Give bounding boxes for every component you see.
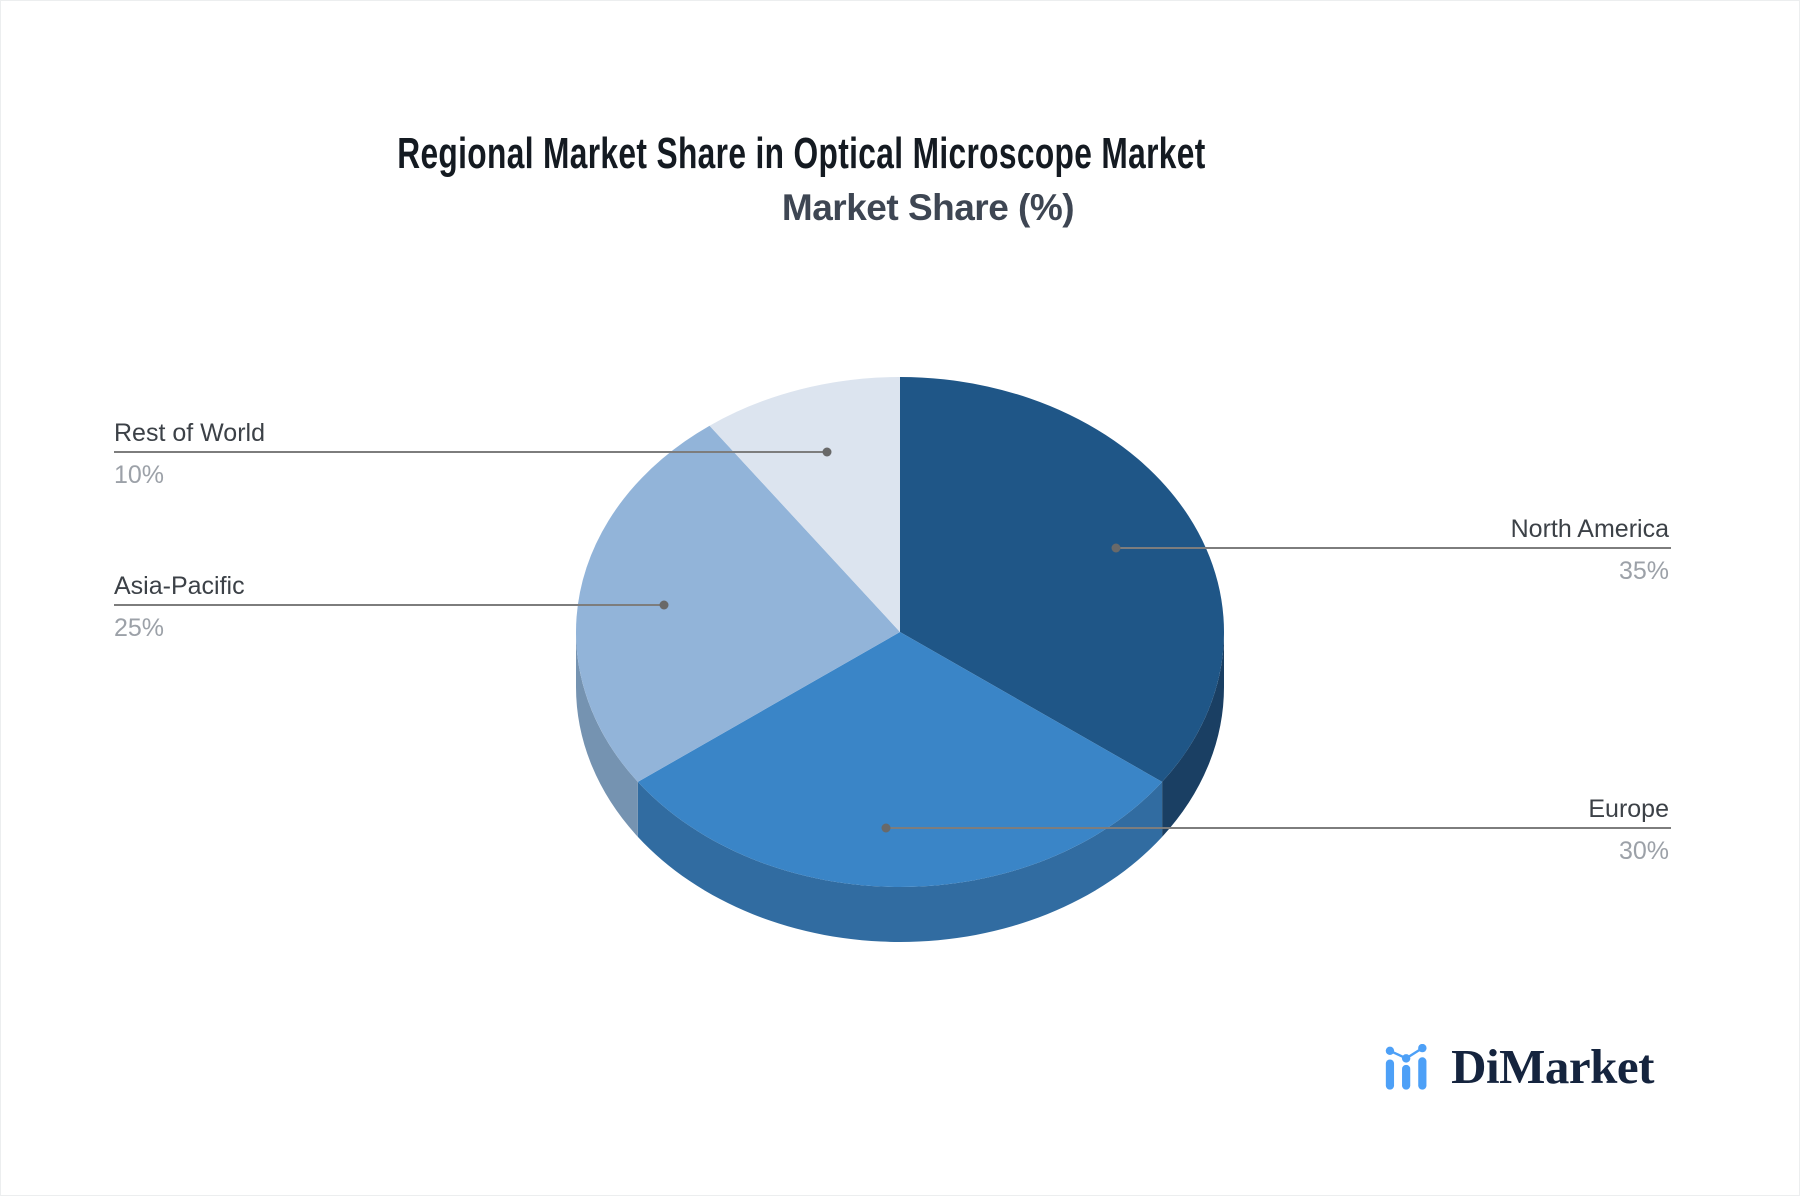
leader-dot-north-america <box>1111 543 1121 553</box>
pie-slice-side-europe <box>637 781 1163 943</box>
callout-label-asia-pacific: Asia-Pacific <box>114 572 245 600</box>
pie-slice-side-asia-pacific <box>576 632 638 837</box>
callout-value-asia-pacific: 25% <box>114 614 165 642</box>
logo-text: DiMarket <box>1451 1039 1654 1094</box>
leader-dot-europe <box>881 823 891 833</box>
pie-slice-north-america[interactable] <box>900 376 1225 782</box>
pie-slice-europe[interactable] <box>637 632 1163 888</box>
leader-dot-rest-of-world <box>822 447 832 457</box>
callout-value-rest-of-world: 10% <box>114 461 165 489</box>
pie-slice-asia-pacific[interactable] <box>575 425 900 782</box>
callout-value-europe: 30% <box>1618 837 1669 865</box>
callout-value-north-america: 35% <box>1618 557 1669 585</box>
callout-label-north-america: North America <box>1510 515 1669 543</box>
chart-title: Regional Market Share in Optical Microsc… <box>396 129 1206 178</box>
callout-label-europe: Europe <box>1588 795 1669 823</box>
pie-slice-rest-of-world[interactable] <box>709 377 900 632</box>
chart-title-row: Regional Market Share in Optical Microsc… <box>1 129 1601 179</box>
callout-label-rest-of-world: Rest of World <box>114 419 265 447</box>
bar-line-chart-icon <box>1385 1044 1427 1090</box>
leader-dot-asia-pacific <box>659 600 669 610</box>
dimarket-logo: DiMarket <box>1384 1039 1654 1095</box>
chart-subtitle: Market Share (%) <box>781 187 1075 228</box>
pie-slice-side-north-america <box>1162 632 1224 837</box>
